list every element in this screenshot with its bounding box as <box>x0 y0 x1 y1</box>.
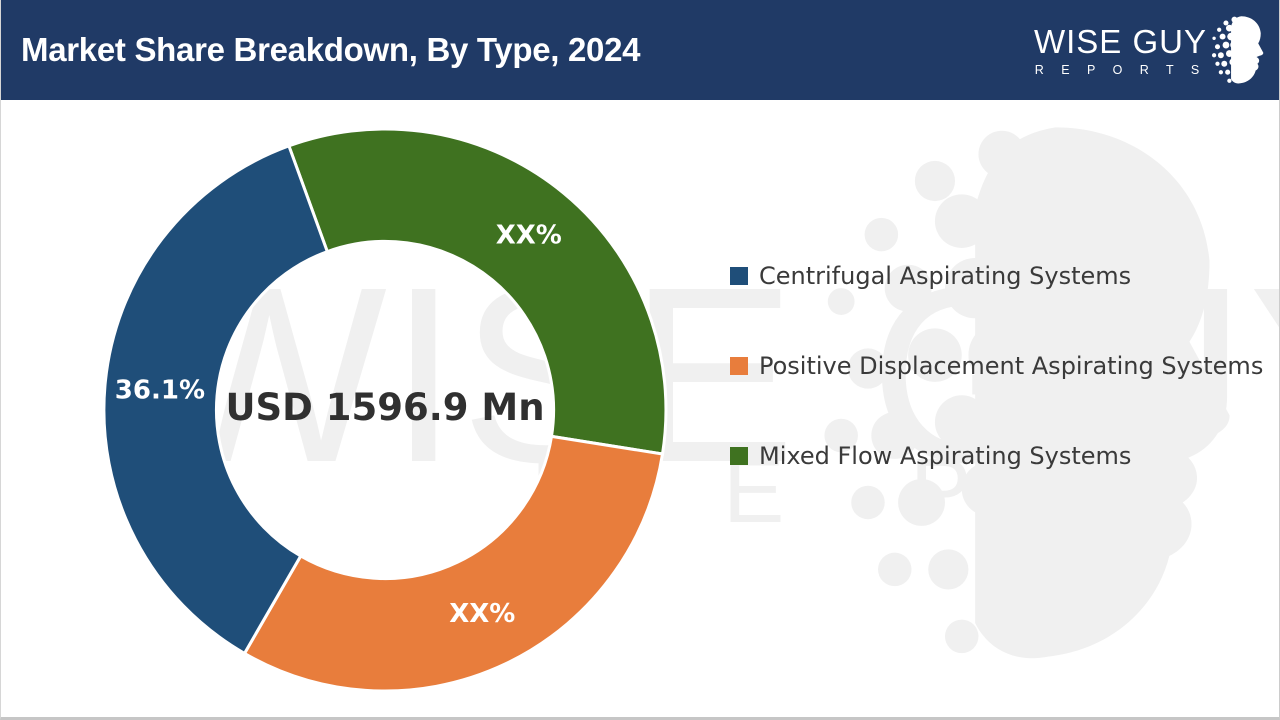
legend-item-positive-displacement[interactable]: Positive Displacement Aspirating Systems <box>730 348 1263 384</box>
slice-percent-label-1: XX% <box>449 599 515 629</box>
chart-center-total: USD 1596.9 Mn <box>225 386 545 429</box>
slice-percent-label-2: 36.1% <box>115 375 205 405</box>
donut-chart: XX% XX% 36.1% <box>102 127 668 693</box>
donut-segment-0[interactable] <box>286 127 668 456</box>
legend-item-centrifugal[interactable]: Centrifugal Aspirating Systems <box>730 258 1263 294</box>
legend-swatch-orange <box>730 357 748 375</box>
legend-swatch-blue <box>730 267 748 285</box>
donut-segment-2[interactable] <box>102 143 330 656</box>
header-bar: Market Share Breakdown, By Type, 2024 WI… <box>1 0 1279 100</box>
legend-label: Positive Displacement Aspirating Systems <box>759 352 1264 380</box>
legend: Centrifugal Aspirating Systems Positive … <box>730 258 1263 474</box>
legend-item-mixed-flow[interactable]: Mixed Flow Aspirating Systems <box>730 438 1263 474</box>
donut-segment-1[interactable] <box>242 434 665 693</box>
chart-area: WISE GUY R E P O R T S XX%XX%36.1% USD 1… <box>1 100 1279 717</box>
brand-logo-text: WISE GUY R E P O R T S <box>1034 25 1207 77</box>
legend-swatch-green <box>730 447 748 465</box>
legend-label: Centrifugal Aspirating Systems <box>759 262 1132 290</box>
brand-name: WISE GUY <box>1033 23 1207 61</box>
legend-label: Mixed Flow Aspirating Systems <box>759 442 1132 470</box>
page-title: Market Share Breakdown, By Type, 2024 <box>21 31 641 68</box>
brand-logo: WISE GUY R E P O R T S <box>1034 13 1265 89</box>
brand-face-icon <box>1211 16 1264 84</box>
slice-percent-label-0: XX% <box>496 221 562 251</box>
brand-subtitle: R E P O R T S <box>1034 63 1207 78</box>
